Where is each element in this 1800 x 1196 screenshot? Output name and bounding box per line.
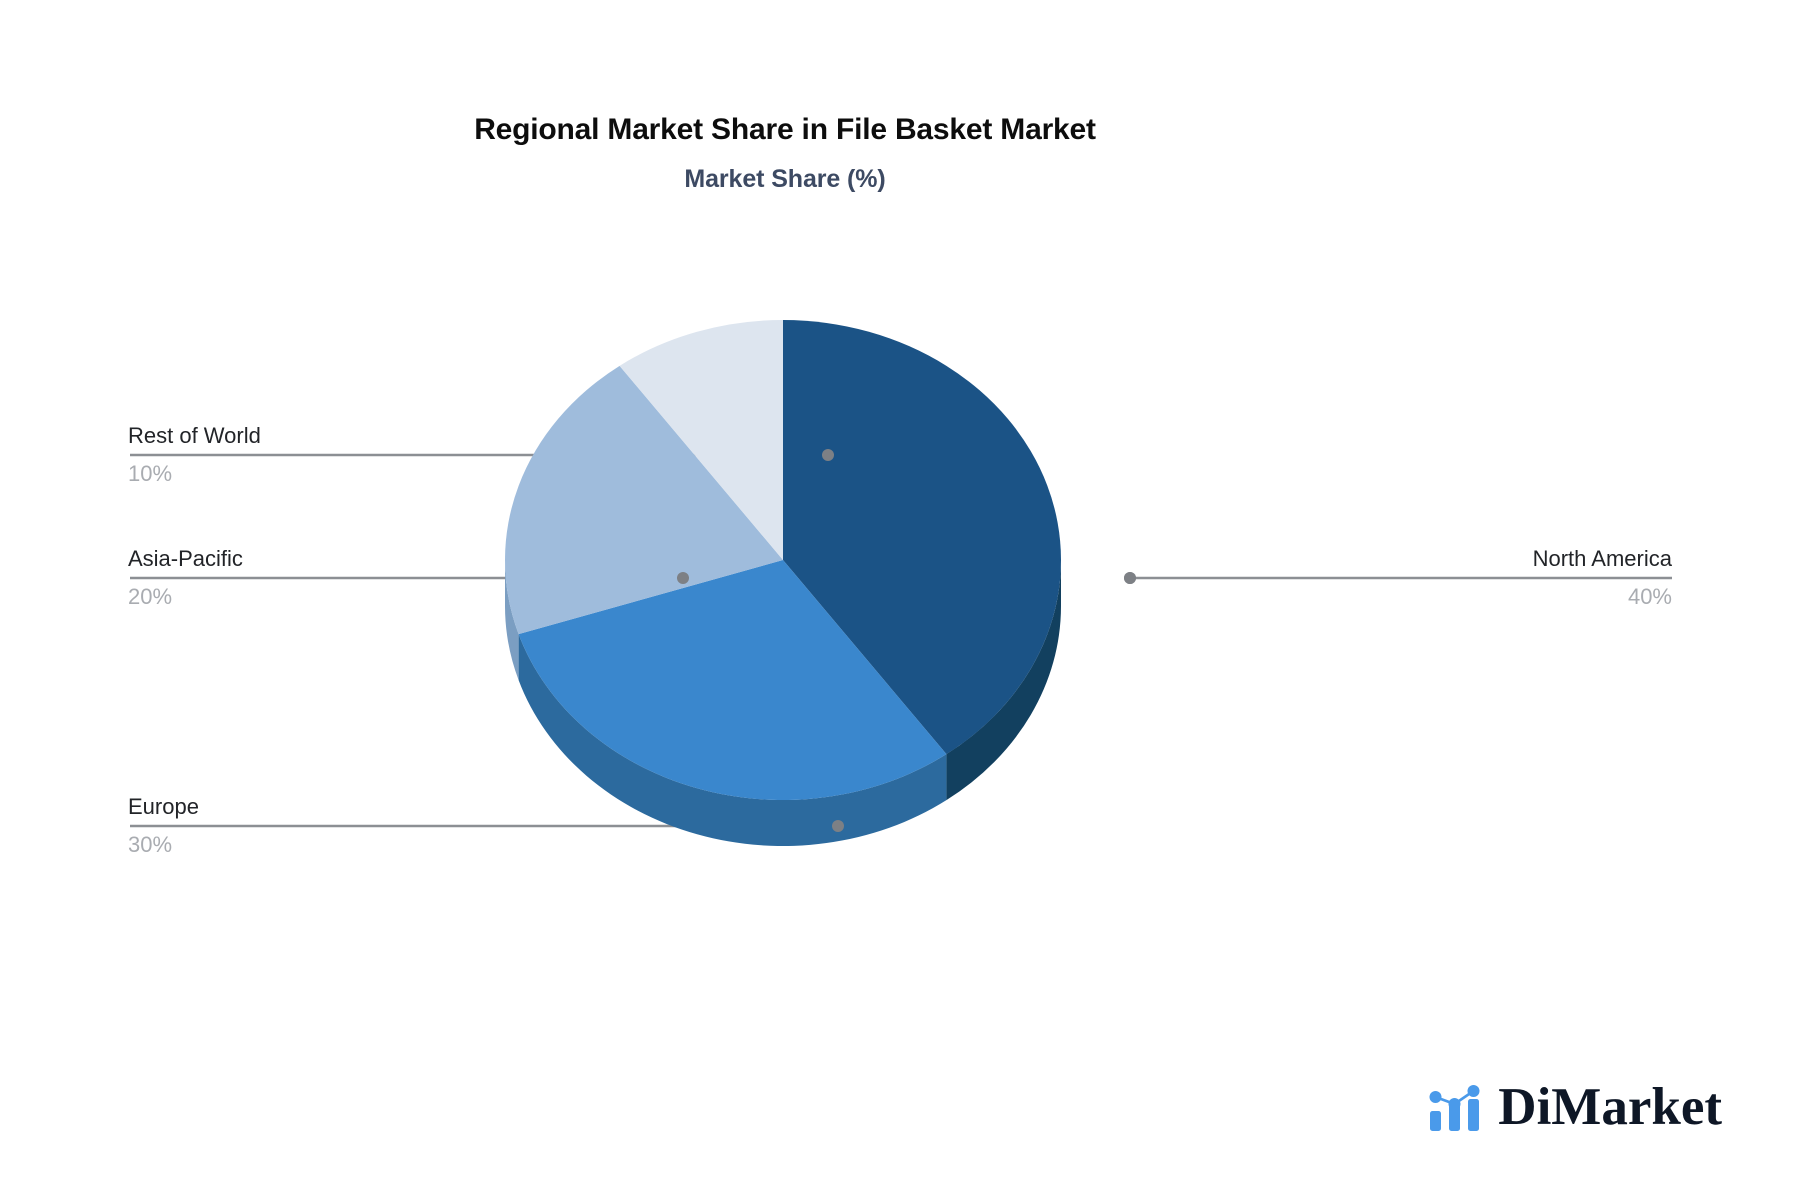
callout-label-rest-of-world: Rest of World (128, 423, 261, 448)
leader-dot-asia-pacific (677, 572, 689, 584)
leader-dot-europe (832, 820, 844, 832)
callout-north-america: North America 40% (1533, 545, 1672, 610)
pie-slice-side-north-america (946, 560, 1061, 801)
leader-dot-north-america (1124, 572, 1136, 584)
pie-3d-sides (505, 560, 1061, 847)
callout-label-north-america: North America (1532, 546, 1672, 571)
callout-value-rest-of-world: 10% (128, 460, 173, 486)
logo-wordmark: DiMarket (1498, 1078, 1722, 1136)
callout-label-asia-pacific: Asia-Pacific (128, 546, 243, 571)
leader-dot-rest-of-world (822, 449, 834, 461)
callout-value-north-america: 40% (1627, 583, 1672, 609)
pie-slice-rest-of-world[interactable] (619, 320, 783, 560)
callout-label-europe: Europe (128, 794, 199, 819)
pie-slice-europe[interactable] (518, 560, 947, 801)
callout-value-europe: 30% (128, 831, 173, 857)
callout-asia-pacific: Asia-Pacific 20% (128, 545, 243, 610)
pie-slice-side-asia-pacific (505, 560, 519, 681)
pie-slices (505, 320, 1061, 801)
leader-dots-overlay (677, 449, 1136, 832)
pie-slice-north-america[interactable] (783, 320, 1061, 755)
dimarket-logo: DiMarket (1428, 1081, 1722, 1134)
bar-chart-logo-icon (1429, 1084, 1480, 1131)
pie-slice-asia-pacific[interactable] (505, 365, 783, 635)
callout-europe: Europe 30% (128, 793, 199, 858)
callout-rest-of-world: Rest of World 10% (128, 422, 261, 487)
pie-slice-side-europe (518, 634, 947, 847)
callout-value-asia-pacific: 20% (128, 583, 173, 609)
